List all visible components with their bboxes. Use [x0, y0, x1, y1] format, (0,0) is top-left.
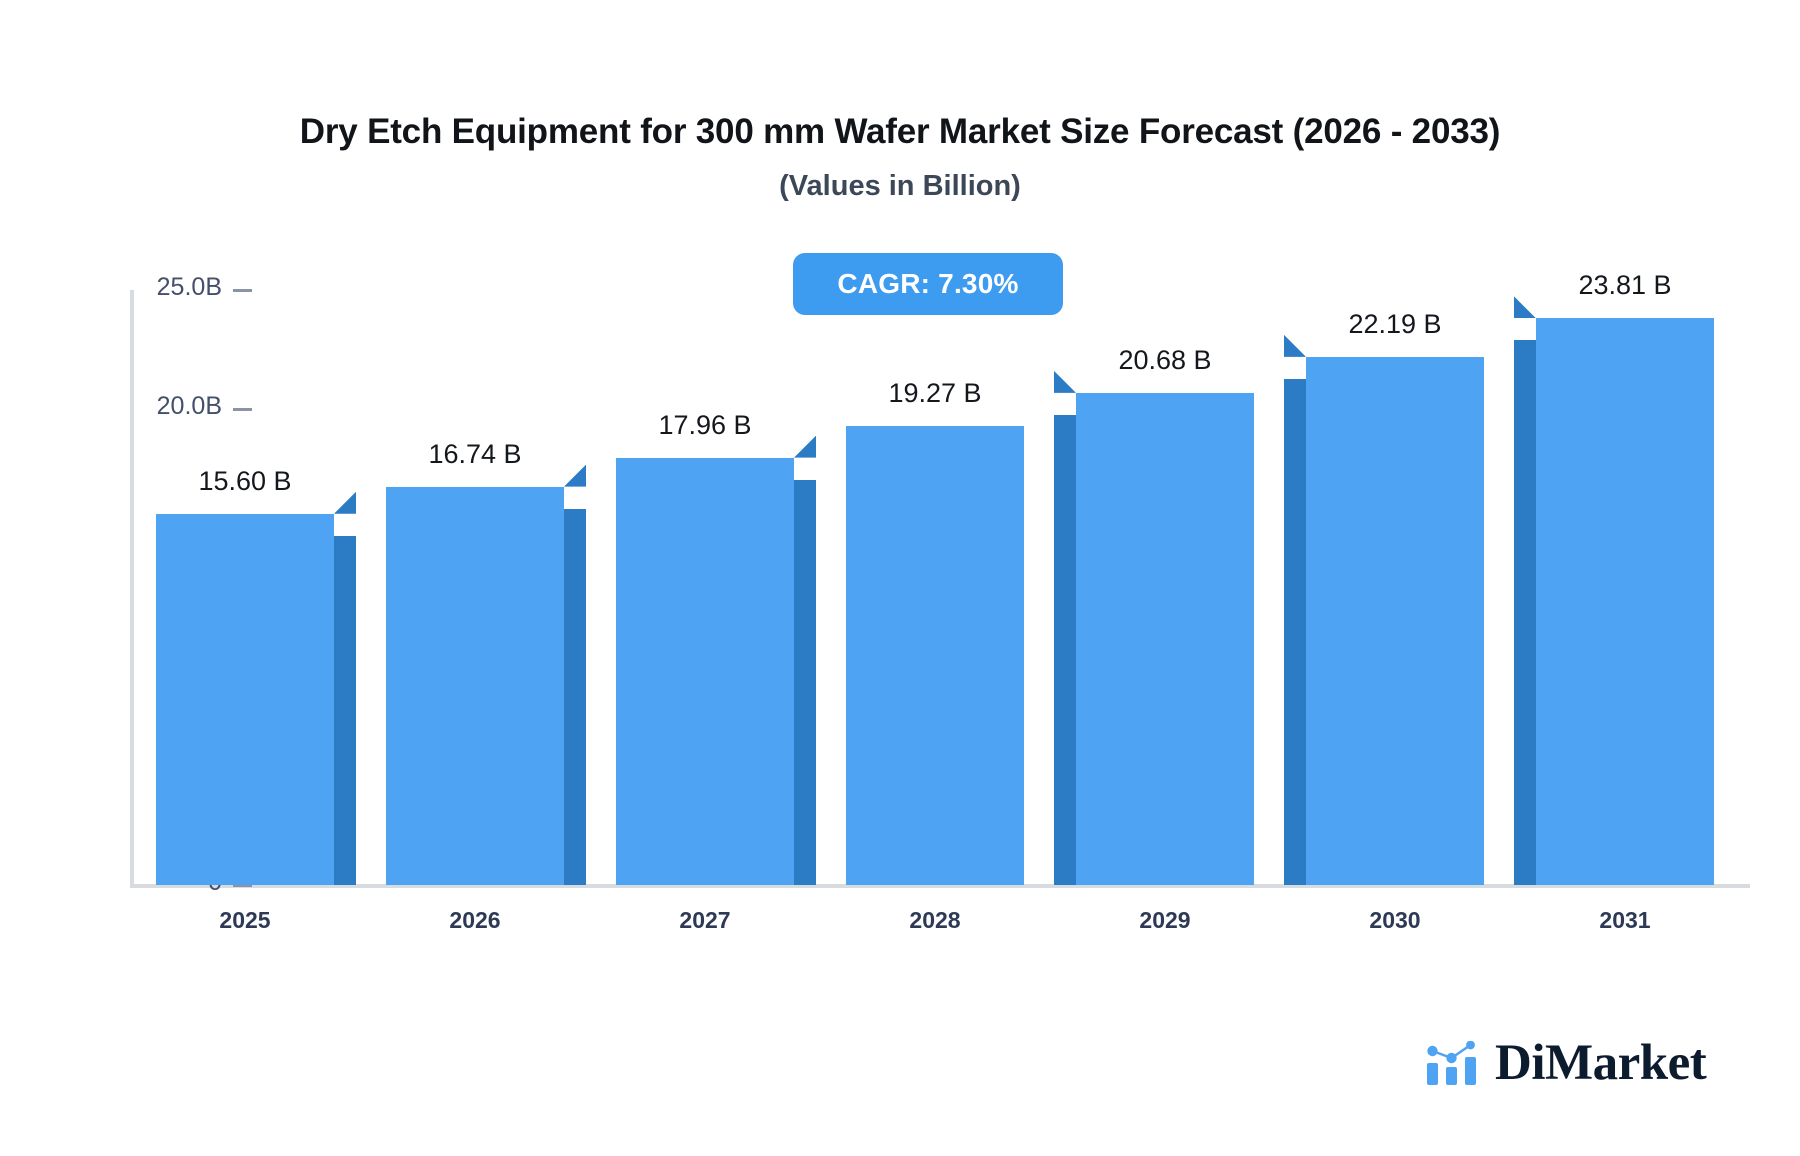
- bar-side-face: [1514, 340, 1536, 885]
- brand-logo-text: DiMarket: [1495, 1035, 1707, 1091]
- x-axis-category-label: 2029: [1139, 907, 1191, 933]
- x-axis-category-label: 2025: [219, 907, 271, 933]
- bar-face: [1076, 392, 1254, 885]
- bar-face: [156, 513, 334, 885]
- bar-chart-icon: [1427, 1040, 1476, 1085]
- bar-top-bevel: [1284, 334, 1306, 357]
- y-axis-tick-mark: [233, 289, 252, 292]
- cagr-badge-label: CAGR: 7.30%: [837, 268, 1019, 299]
- brand-logo: DiMarket: [1425, 1035, 1707, 1091]
- bar-value-label: 22.19 B: [1348, 308, 1442, 339]
- y-axis-tick-mark: [233, 408, 252, 411]
- bar-top-bevel: [564, 464, 586, 487]
- bar-column[interactable]: 23.81 B 2031: [1514, 270, 1714, 933]
- bar-value-label: 20.68 B: [1118, 344, 1212, 375]
- x-axis-line: [130, 884, 1750, 888]
- bar-top-bevel: [334, 491, 356, 514]
- x-axis-category-label: 2026: [449, 907, 501, 933]
- bar-column[interactable]: 22.19 B 2030: [1284, 309, 1484, 933]
- chart-subtitle: (Values in Billion): [779, 170, 1021, 202]
- bar-side-face: [1284, 378, 1306, 885]
- bar-column[interactable]: 16.74 B 2026: [386, 439, 586, 933]
- x-axis-category-label: 2031: [1599, 907, 1651, 933]
- bar-face: [616, 457, 794, 885]
- bar-face: [846, 426, 1024, 885]
- y-axis-tick-label: 20.0B: [156, 392, 222, 420]
- bar-face: [1306, 356, 1484, 885]
- y-axis-line: [130, 290, 134, 887]
- bar-column[interactable]: 15.60 B 2025: [156, 466, 356, 933]
- bar-column[interactable]: 19.27 B 2028: [846, 378, 1024, 933]
- bar-value-label: 16.74 B: [428, 438, 522, 469]
- bar-column[interactable]: 17.96 B 2027: [616, 410, 816, 933]
- bar-value-label: 17.96 B: [658, 409, 752, 440]
- bar-value-label: 19.27 B: [888, 378, 982, 409]
- bar-side-face: [334, 535, 356, 885]
- cagr-badge: CAGR: 7.30%: [793, 253, 1063, 315]
- chart-title: Dry Etch Equipment for 300 mm Wafer Mark…: [299, 112, 1501, 151]
- y-axis-tick-mark: [233, 884, 252, 887]
- bar-face: [1536, 318, 1714, 885]
- bar-side-face: [1054, 414, 1076, 885]
- y-axis-tick-label: 25.0B: [156, 273, 222, 301]
- bar-top-bevel: [1054, 370, 1076, 393]
- x-axis-category-label: 2030: [1369, 907, 1421, 933]
- bar-face: [386, 486, 564, 885]
- bar-side-face: [794, 479, 816, 885]
- bar-top-bevel: [794, 435, 816, 458]
- bar-value-label: 15.60 B: [198, 465, 292, 496]
- bar-top-bevel: [1514, 296, 1536, 319]
- x-axis-category-label: 2027: [679, 907, 731, 933]
- x-axis-category-label: 2028: [909, 907, 961, 933]
- bar-side-face: [564, 508, 586, 885]
- bar-value-label: 23.81 B: [1578, 270, 1672, 301]
- bar-column[interactable]: 20.68 B 2029: [1054, 345, 1254, 933]
